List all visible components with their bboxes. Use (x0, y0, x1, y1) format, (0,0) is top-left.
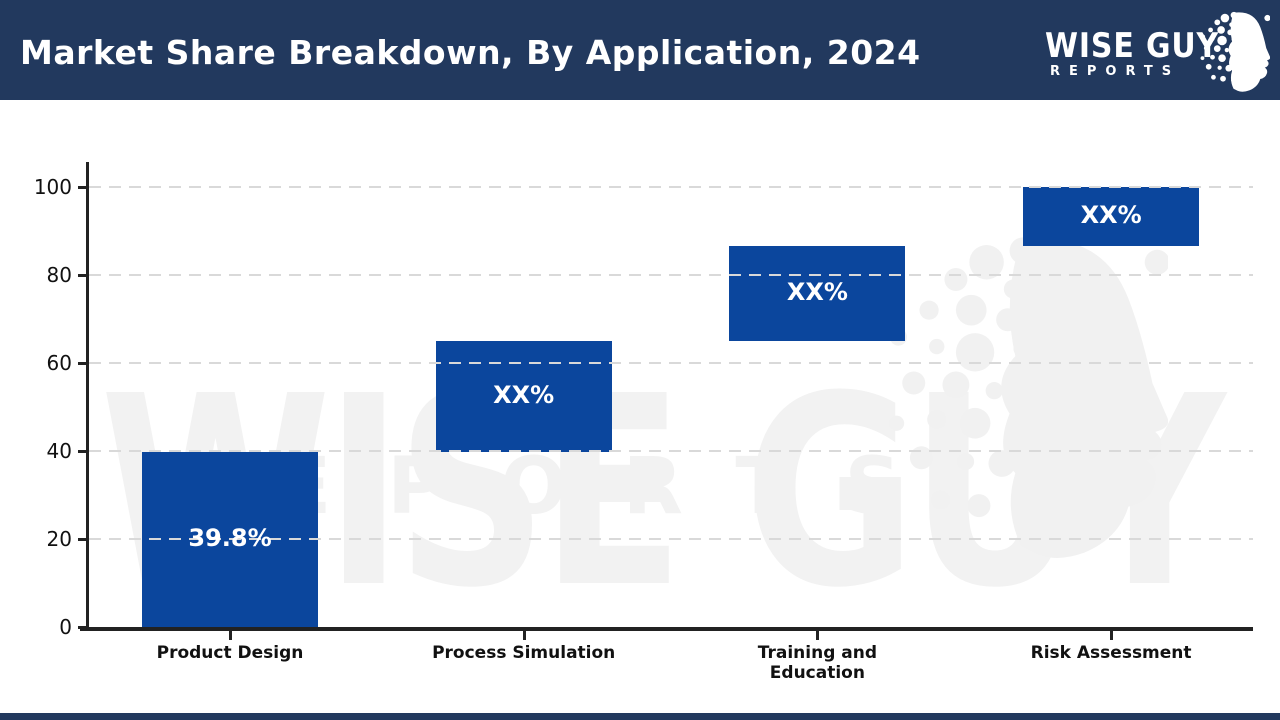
y-tick-mark-20 (78, 538, 87, 541)
y-tick-label-80: 80 (46, 263, 72, 287)
y-tick-label-60: 60 (46, 351, 72, 375)
bar-segment (1023, 187, 1200, 246)
bar-segment (729, 245, 906, 341)
footer-bar (0, 713, 1280, 720)
x-tick-mark (229, 631, 232, 640)
x-tick-mark (1110, 631, 1114, 640)
y-tick-mark-40 (78, 450, 87, 453)
x-tick-label: Risk Assessment (1030, 643, 1192, 663)
x-tick-label: Product Design (156, 643, 304, 663)
x-tick-label: Training and Education (757, 643, 878, 684)
bar-value-label: XX% (493, 381, 555, 410)
header: Market Share Breakdown, By Application, … (0, 0, 1280, 100)
bar-segment (435, 341, 612, 452)
y-tick-label-100: 100 (33, 175, 72, 199)
y-tick-label-0: 0 (59, 615, 72, 639)
bar-value-label: XX% (1080, 201, 1142, 230)
brand-subname: REPORTS (1050, 64, 1181, 79)
y-tick-mark-80 (78, 274, 87, 277)
brand-name: WISE GUY (1045, 26, 1220, 66)
page-title: Market Share Breakdown, By Application, … (20, 33, 921, 72)
x-tick-label: Process Simulation (432, 643, 616, 663)
gridline-40 (89, 450, 1253, 452)
y-tick-label-40: 40 (46, 439, 72, 463)
x-tick-mark (522, 631, 526, 640)
y-tick-mark-60 (78, 362, 87, 365)
y-tick-label-20: 20 (46, 527, 72, 551)
chart-area: WISE GUY REPORTS 0 20 40 60 80 100 39.8% Produc… (0, 100, 1280, 713)
y-tick-mark-100 (78, 186, 87, 189)
gridline-20 (89, 538, 1253, 540)
gridline-100 (89, 186, 1253, 188)
brand-head-icon (1200, 11, 1270, 92)
bar-value-label: XX% (786, 278, 848, 307)
gridline-60 (89, 362, 1253, 364)
y-axis-line (86, 162, 89, 630)
x-axis-line (80, 627, 1253, 631)
bar-value-label: 39.8% (188, 524, 272, 553)
brand-logo: WISE GUY REPORTS (1010, 4, 1270, 96)
gridline-80 (89, 274, 1253, 276)
x-tick-mark (816, 631, 820, 640)
